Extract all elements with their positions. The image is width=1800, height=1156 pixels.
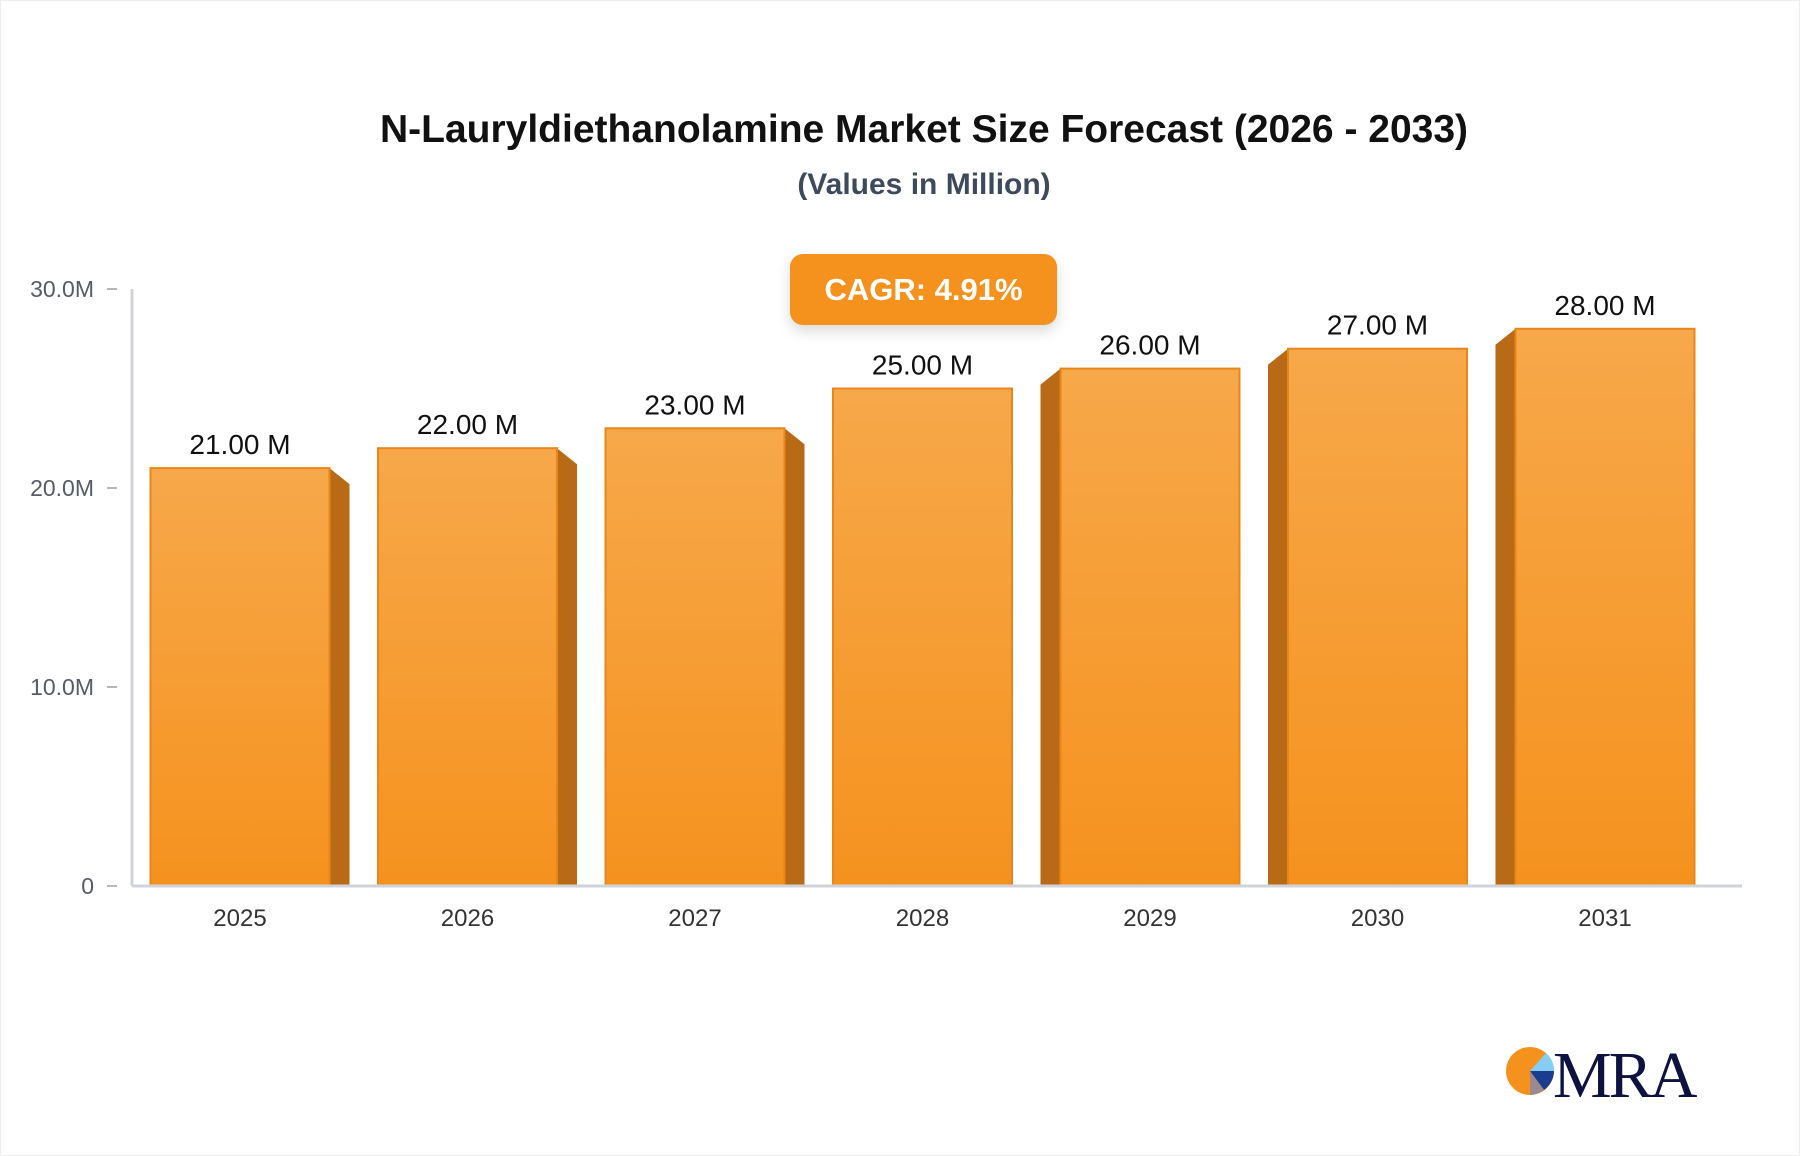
x-tick-label: 2031 bbox=[1578, 905, 1631, 932]
bar bbox=[149, 467, 331, 887]
bar bbox=[604, 427, 786, 887]
data-label: 21.00 M bbox=[189, 429, 290, 460]
bar-side bbox=[329, 468, 350, 886]
x-tick-label: 2026 bbox=[441, 905, 494, 932]
y-tick-label: 0 bbox=[81, 873, 94, 899]
y-tick-label: 20.0M bbox=[30, 475, 94, 501]
bar bbox=[832, 387, 1013, 887]
x-tick-label: 2025 bbox=[213, 905, 266, 932]
bar-side bbox=[1495, 328, 1516, 886]
bar-side bbox=[557, 448, 577, 886]
y-tick-label: 30.0M bbox=[30, 276, 94, 302]
logo-text: MRA bbox=[1553, 1039, 1697, 1112]
data-label: 22.00 M bbox=[417, 409, 518, 440]
x-tick-label: 2027 bbox=[668, 905, 721, 932]
data-label: 26.00 M bbox=[1099, 330, 1200, 361]
chart-title: N-Lauryldiethanolamine Market Size Forec… bbox=[379, 108, 1469, 151]
data-label: 25.00 M bbox=[872, 350, 973, 381]
x-tick-label: 2030 bbox=[1351, 905, 1404, 932]
bar bbox=[377, 447, 558, 887]
chart-subtitle: (Values in Million) bbox=[797, 168, 1051, 201]
bar bbox=[1287, 347, 1468, 887]
x-tick-label: 2028 bbox=[896, 905, 949, 932]
bar bbox=[1514, 327, 1696, 887]
bar bbox=[1059, 367, 1241, 888]
data-label: 28.00 M bbox=[1554, 290, 1655, 321]
x-tick-label: 2029 bbox=[1123, 905, 1176, 932]
mra-logo: MRA bbox=[1506, 1039, 1697, 1112]
y-tick-label: 10.0M bbox=[30, 674, 94, 700]
bar-side bbox=[1268, 348, 1288, 886]
data-label: 23.00 M bbox=[644, 389, 745, 420]
bar-side bbox=[1040, 368, 1061, 887]
pie-logo-icon bbox=[1506, 1047, 1554, 1095]
cagr-badge: CAGR: 4.91% bbox=[790, 254, 1057, 325]
bar-side bbox=[784, 428, 805, 886]
data-label: 27.00 M bbox=[1327, 310, 1428, 341]
